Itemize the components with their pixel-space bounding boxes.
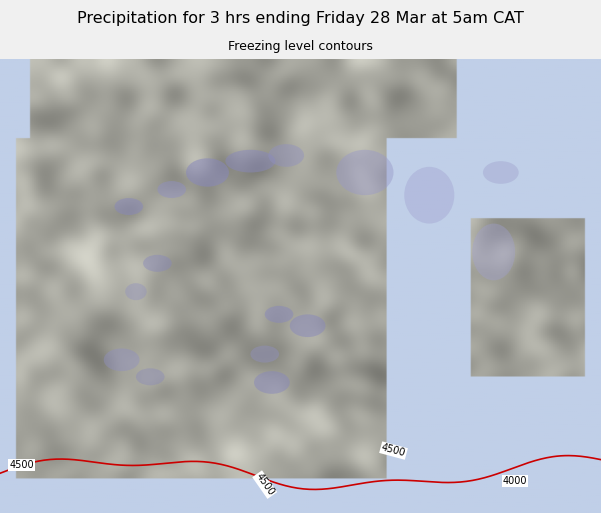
Ellipse shape bbox=[483, 161, 519, 184]
Ellipse shape bbox=[404, 167, 454, 224]
Ellipse shape bbox=[264, 306, 293, 323]
Ellipse shape bbox=[337, 150, 394, 195]
Text: 4500: 4500 bbox=[9, 460, 34, 470]
Text: 4500: 4500 bbox=[380, 443, 407, 459]
Text: 4500: 4500 bbox=[254, 471, 276, 498]
Ellipse shape bbox=[125, 283, 147, 300]
Ellipse shape bbox=[186, 159, 229, 187]
Text: Precipitation for 3 hrs ending Friday 28 Mar at 5am CAT: Precipitation for 3 hrs ending Friday 28… bbox=[77, 11, 524, 26]
Ellipse shape bbox=[225, 150, 275, 172]
Ellipse shape bbox=[268, 144, 304, 167]
Ellipse shape bbox=[104, 348, 139, 371]
Ellipse shape bbox=[136, 368, 165, 385]
Ellipse shape bbox=[254, 371, 290, 394]
Text: 4000: 4000 bbox=[503, 476, 528, 486]
Ellipse shape bbox=[251, 346, 279, 363]
Ellipse shape bbox=[290, 314, 326, 337]
Ellipse shape bbox=[157, 181, 186, 198]
Ellipse shape bbox=[114, 198, 143, 215]
Ellipse shape bbox=[143, 255, 172, 272]
Ellipse shape bbox=[472, 224, 515, 280]
Text: Freezing level contours: Freezing level contours bbox=[228, 40, 373, 52]
